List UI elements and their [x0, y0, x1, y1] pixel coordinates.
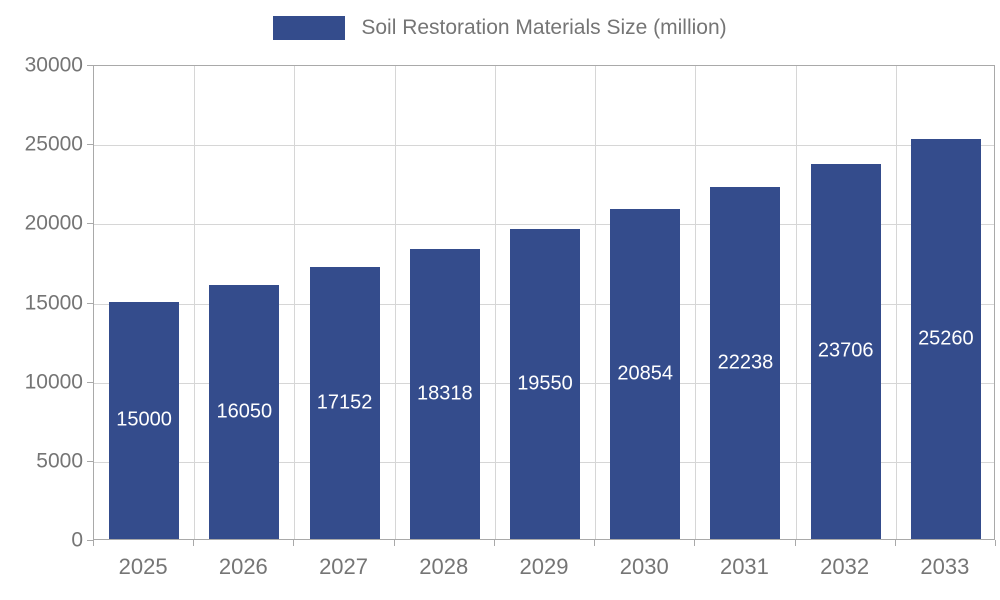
y-axis-tick-label: 30000: [24, 53, 83, 77]
x-axis-tick-label: 2031: [719, 554, 769, 579]
h-gridline: [94, 224, 994, 226]
x-axis-tick-label: 2027: [319, 554, 369, 579]
y-axis-tick: [87, 223, 93, 225]
x-axis-tick: [594, 540, 596, 546]
x-axis-tick: [193, 540, 195, 546]
bar: 18318: [409, 248, 480, 539]
bar-value-label: 16050: [216, 400, 273, 423]
x-axis-tick: [393, 540, 395, 546]
x-axis-tick-label: 2026: [218, 554, 268, 579]
x-axis-tick: [995, 540, 996, 546]
v-gridline: [895, 66, 897, 539]
chart-legend: Soil Restoration Materials Size (million…: [0, 16, 1000, 40]
v-gridline: [194, 66, 196, 539]
v-gridline: [795, 66, 797, 539]
x-axis-tick-label: 2032: [820, 554, 870, 579]
y-axis-tick-label: 15000: [24, 291, 83, 314]
y-axis-tick: [87, 65, 93, 66]
x-axis-tick: [293, 540, 295, 546]
bar-value-label: 19550: [517, 372, 573, 395]
v-gridline: [494, 66, 496, 539]
bar: 22238: [710, 186, 781, 539]
y-axis-tick-label: 5000: [36, 449, 83, 473]
y-axis-tick: [87, 302, 93, 304]
y-axis-tick: [87, 540, 93, 541]
x-axis-tick-label: 2025: [118, 554, 168, 579]
v-gridline: [294, 66, 296, 539]
y-axis-tick-label: 10000: [24, 370, 83, 394]
v-gridline: [394, 66, 396, 539]
x-axis-tick: [894, 540, 896, 546]
y-axis-tick-label: 25000: [24, 132, 83, 156]
bar: 17152: [309, 267, 380, 539]
v-gridline: [595, 66, 597, 539]
x-axis-tick-label: 2033: [920, 554, 970, 579]
y-axis-tick-label: 0: [71, 528, 83, 552]
bar-value-label: 23706: [817, 339, 874, 362]
bar-value-label: 15000: [116, 408, 172, 431]
bar: 23706: [810, 163, 881, 539]
y-axis-tick: [87, 381, 93, 383]
bar: 19550: [510, 229, 580, 539]
x-axis-tick: [93, 540, 94, 546]
bar: 16050: [209, 284, 280, 539]
x-axis-tick-label: 2029: [519, 554, 569, 579]
bar-value-label: 22238: [717, 351, 774, 374]
legend-label: Soil Restoration Materials Size (million…: [361, 16, 727, 39]
bar-value-label: 17152: [316, 391, 373, 414]
x-axis-tick: [694, 540, 696, 546]
bar: 15000: [109, 301, 180, 539]
x-axis-tick-label: 2028: [419, 554, 469, 579]
x-axis-tick-label: 2030: [619, 554, 669, 579]
bar: 20854: [610, 208, 681, 539]
bar-value-label: 18318: [416, 382, 473, 405]
y-axis-tick: [87, 144, 93, 146]
bar: 25260: [910, 139, 981, 539]
h-gridline: [94, 145, 994, 147]
plot-area: 15000 16050 17152 18318 19550 20854 22238 23706…: [93, 65, 995, 540]
x-axis-tick: [794, 540, 796, 546]
y-axis-tick: [87, 460, 93, 462]
legend-swatch: [273, 16, 346, 40]
y-axis-tick-label: 20000: [24, 211, 83, 235]
x-axis-tick: [493, 540, 495, 546]
v-gridline: [695, 66, 697, 539]
bar-value-label: 20854: [617, 362, 674, 385]
bar-value-label: 25260: [918, 327, 974, 350]
